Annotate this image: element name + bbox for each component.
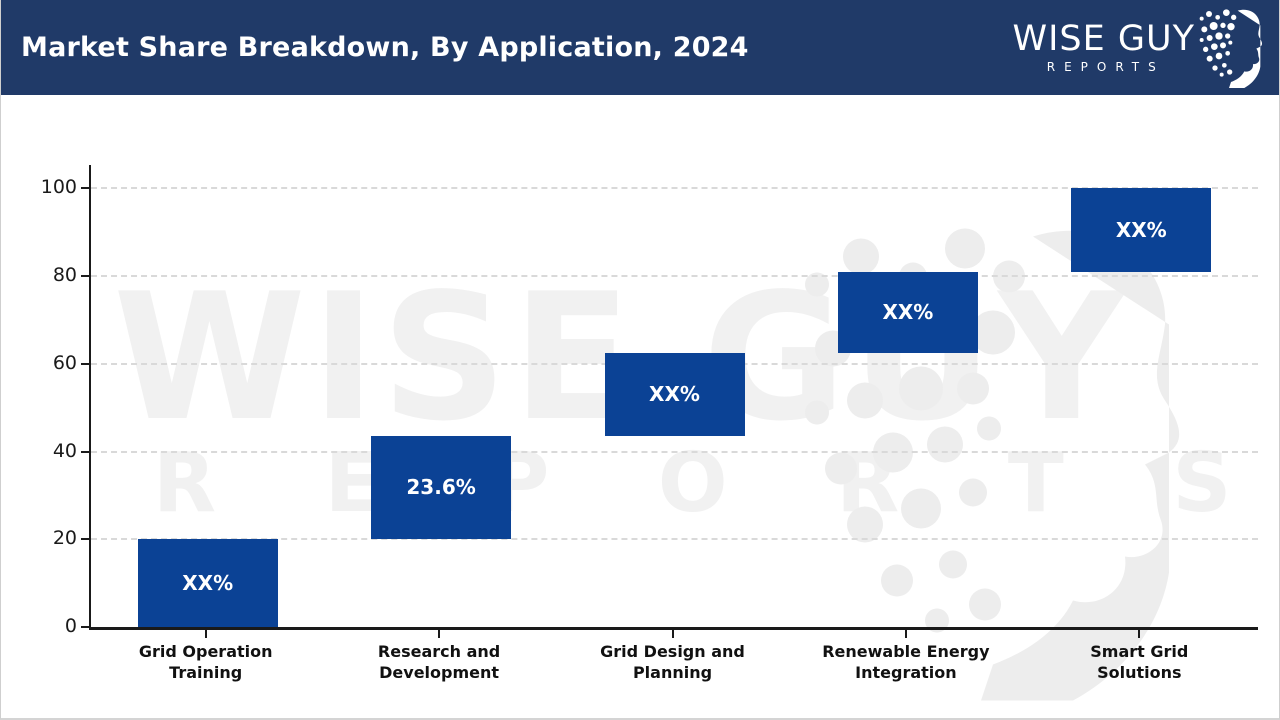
- logo-subtitle: REPORTS: [1046, 59, 1165, 74]
- waterfall-bar: XX%: [137, 539, 278, 627]
- y-tick-label: 40: [52, 439, 77, 462]
- waterfall-bar: XX%: [1071, 188, 1212, 272]
- x-tick-mark: [671, 630, 674, 638]
- page-title: Market Share Breakdown, By Application, …: [21, 32, 749, 63]
- y-tick-mark: [81, 538, 89, 541]
- gridline-100: [91, 187, 1258, 190]
- category-label: Research and Development: [377, 642, 501, 682]
- y-tick-label: 60: [52, 351, 77, 374]
- waterfall-bar: XX%: [837, 271, 978, 354]
- gridline-80: [91, 275, 1258, 277]
- y-tick-label: 0: [64, 615, 77, 637]
- watermark-subtitle: R E P O R T S: [153, 436, 1272, 531]
- y-tick-mark: [81, 626, 89, 628]
- x-tick-mark: [204, 630, 207, 638]
- bar-value-label: XX%: [1115, 217, 1167, 242]
- logo-wordmark: WISE GUY: [1012, 18, 1195, 59]
- header: Market Share Breakdown, By Application, …: [1, 0, 1279, 95]
- y-tick-label: 100: [40, 176, 77, 199]
- gridline-20: [91, 538, 1258, 541]
- bar-value-label: XX%: [649, 382, 700, 407]
- y-tick-mark: [81, 450, 89, 453]
- y-tick-label: 20: [52, 527, 77, 550]
- category-label: Grid Operation Training: [138, 642, 273, 682]
- brand-logo: WISE GUY REPORTS: [1012, 8, 1265, 88]
- chart-region: WISE GUY R E P O R T S XX% 23.6% XX% XX% XX%…: [1, 95, 1279, 718]
- gridline-40: [91, 450, 1258, 453]
- dotted-head-icon: [1199, 8, 1263, 88]
- y-tick-mark: [81, 275, 89, 277]
- category-label: Smart Grid Solutions: [1090, 642, 1189, 682]
- bar-value-label: 23.6%: [406, 475, 476, 500]
- y-tick-mark: [81, 362, 89, 365]
- waterfall-bar: 23.6%: [371, 435, 512, 540]
- category-label: Renewable Energy Integration: [822, 642, 990, 682]
- category-label: Grid Design and Planning: [600, 642, 745, 682]
- waterfall-bar: XX%: [604, 353, 745, 436]
- y-tick-mark: [81, 187, 89, 190]
- x-tick-mark: [1138, 630, 1141, 638]
- x-tick-mark: [438, 630, 441, 638]
- y-tick-label: 80: [52, 264, 77, 286]
- plot-area: XX% 23.6% XX% XX% XX%: [89, 165, 1258, 630]
- bar-value-label: XX%: [882, 300, 934, 325]
- x-tick-mark: [904, 630, 907, 638]
- brand-logo-text: WISE GUY REPORTS: [1012, 18, 1195, 74]
- bar-value-label: XX%: [182, 571, 234, 596]
